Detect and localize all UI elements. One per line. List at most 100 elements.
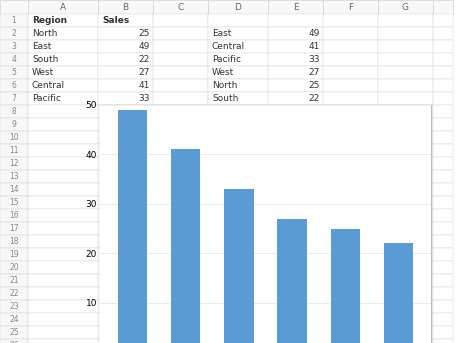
- Bar: [378, 40, 433, 53]
- Bar: [98, 0, 153, 14]
- Bar: [98, 170, 153, 183]
- Bar: [433, 66, 453, 79]
- Bar: [433, 131, 453, 144]
- Text: 26: 26: [9, 341, 19, 343]
- Text: 12: 12: [9, 159, 19, 168]
- Bar: [208, 14, 268, 27]
- Text: Pacific: Pacific: [212, 55, 241, 64]
- Bar: [268, 222, 323, 235]
- Bar: [323, 339, 378, 343]
- Bar: [378, 105, 433, 118]
- Bar: [28, 131, 98, 144]
- Bar: [208, 0, 268, 14]
- Bar: [378, 326, 433, 339]
- Text: 7: 7: [11, 94, 17, 103]
- Bar: [153, 144, 208, 157]
- Bar: [153, 27, 208, 40]
- Bar: [224, 189, 254, 343]
- Bar: [268, 170, 323, 183]
- Bar: [98, 40, 153, 53]
- Bar: [28, 261, 98, 274]
- Bar: [433, 183, 453, 196]
- Bar: [98, 92, 153, 105]
- Bar: [323, 53, 378, 66]
- Text: 23: 23: [9, 302, 19, 311]
- Bar: [433, 235, 453, 248]
- Bar: [378, 300, 433, 313]
- Bar: [28, 105, 98, 118]
- Bar: [153, 118, 208, 131]
- Bar: [0, 66, 28, 79]
- Bar: [153, 248, 208, 261]
- Bar: [98, 209, 153, 222]
- Text: West: West: [212, 68, 234, 77]
- Bar: [268, 144, 323, 157]
- Bar: [323, 27, 378, 40]
- Bar: [208, 274, 268, 287]
- Bar: [208, 287, 268, 300]
- Bar: [268, 131, 323, 144]
- Bar: [153, 105, 208, 118]
- Bar: [433, 92, 453, 105]
- Text: 18: 18: [9, 237, 19, 246]
- Bar: [378, 118, 433, 131]
- Bar: [28, 222, 98, 235]
- Bar: [378, 261, 433, 274]
- Bar: [98, 144, 153, 157]
- Text: 25: 25: [309, 81, 320, 90]
- Bar: [98, 300, 153, 313]
- Text: C: C: [177, 2, 183, 12]
- Bar: [153, 313, 208, 326]
- Bar: [268, 105, 323, 118]
- Bar: [98, 183, 153, 196]
- Bar: [153, 79, 208, 92]
- Bar: [0, 235, 28, 248]
- Text: 1: 1: [12, 16, 17, 25]
- Bar: [433, 339, 453, 343]
- Bar: [98, 274, 153, 287]
- Bar: [0, 40, 28, 53]
- Bar: [28, 53, 98, 66]
- Bar: [323, 209, 378, 222]
- Bar: [433, 313, 453, 326]
- Text: Sales: Sales: [102, 16, 129, 25]
- Bar: [378, 222, 433, 235]
- Text: North: North: [212, 81, 237, 90]
- Bar: [208, 27, 268, 40]
- Text: 8: 8: [12, 107, 17, 116]
- Bar: [433, 196, 453, 209]
- Bar: [268, 118, 323, 131]
- Bar: [98, 14, 153, 27]
- Bar: [268, 261, 323, 274]
- Bar: [433, 53, 453, 66]
- Bar: [208, 300, 268, 313]
- Bar: [0, 118, 28, 131]
- Text: B: B: [122, 2, 128, 12]
- Bar: [28, 313, 98, 326]
- Bar: [98, 313, 153, 326]
- Text: 16: 16: [9, 211, 19, 220]
- Bar: [28, 27, 98, 40]
- Bar: [98, 105, 153, 118]
- Text: 22: 22: [309, 94, 320, 103]
- Bar: [0, 131, 28, 144]
- Bar: [0, 248, 28, 261]
- Bar: [433, 0, 453, 14]
- Bar: [28, 196, 98, 209]
- Bar: [0, 261, 28, 274]
- Text: Central: Central: [32, 81, 65, 90]
- Bar: [28, 235, 98, 248]
- Bar: [153, 40, 208, 53]
- Text: 27: 27: [309, 68, 320, 77]
- Bar: [28, 144, 98, 157]
- Bar: [323, 14, 378, 27]
- Bar: [433, 79, 453, 92]
- Text: 10: 10: [9, 133, 19, 142]
- Bar: [378, 209, 433, 222]
- Text: D: D: [235, 2, 241, 12]
- Bar: [378, 131, 433, 144]
- Bar: [323, 157, 378, 170]
- Bar: [378, 183, 433, 196]
- Bar: [433, 248, 453, 261]
- Bar: [268, 326, 323, 339]
